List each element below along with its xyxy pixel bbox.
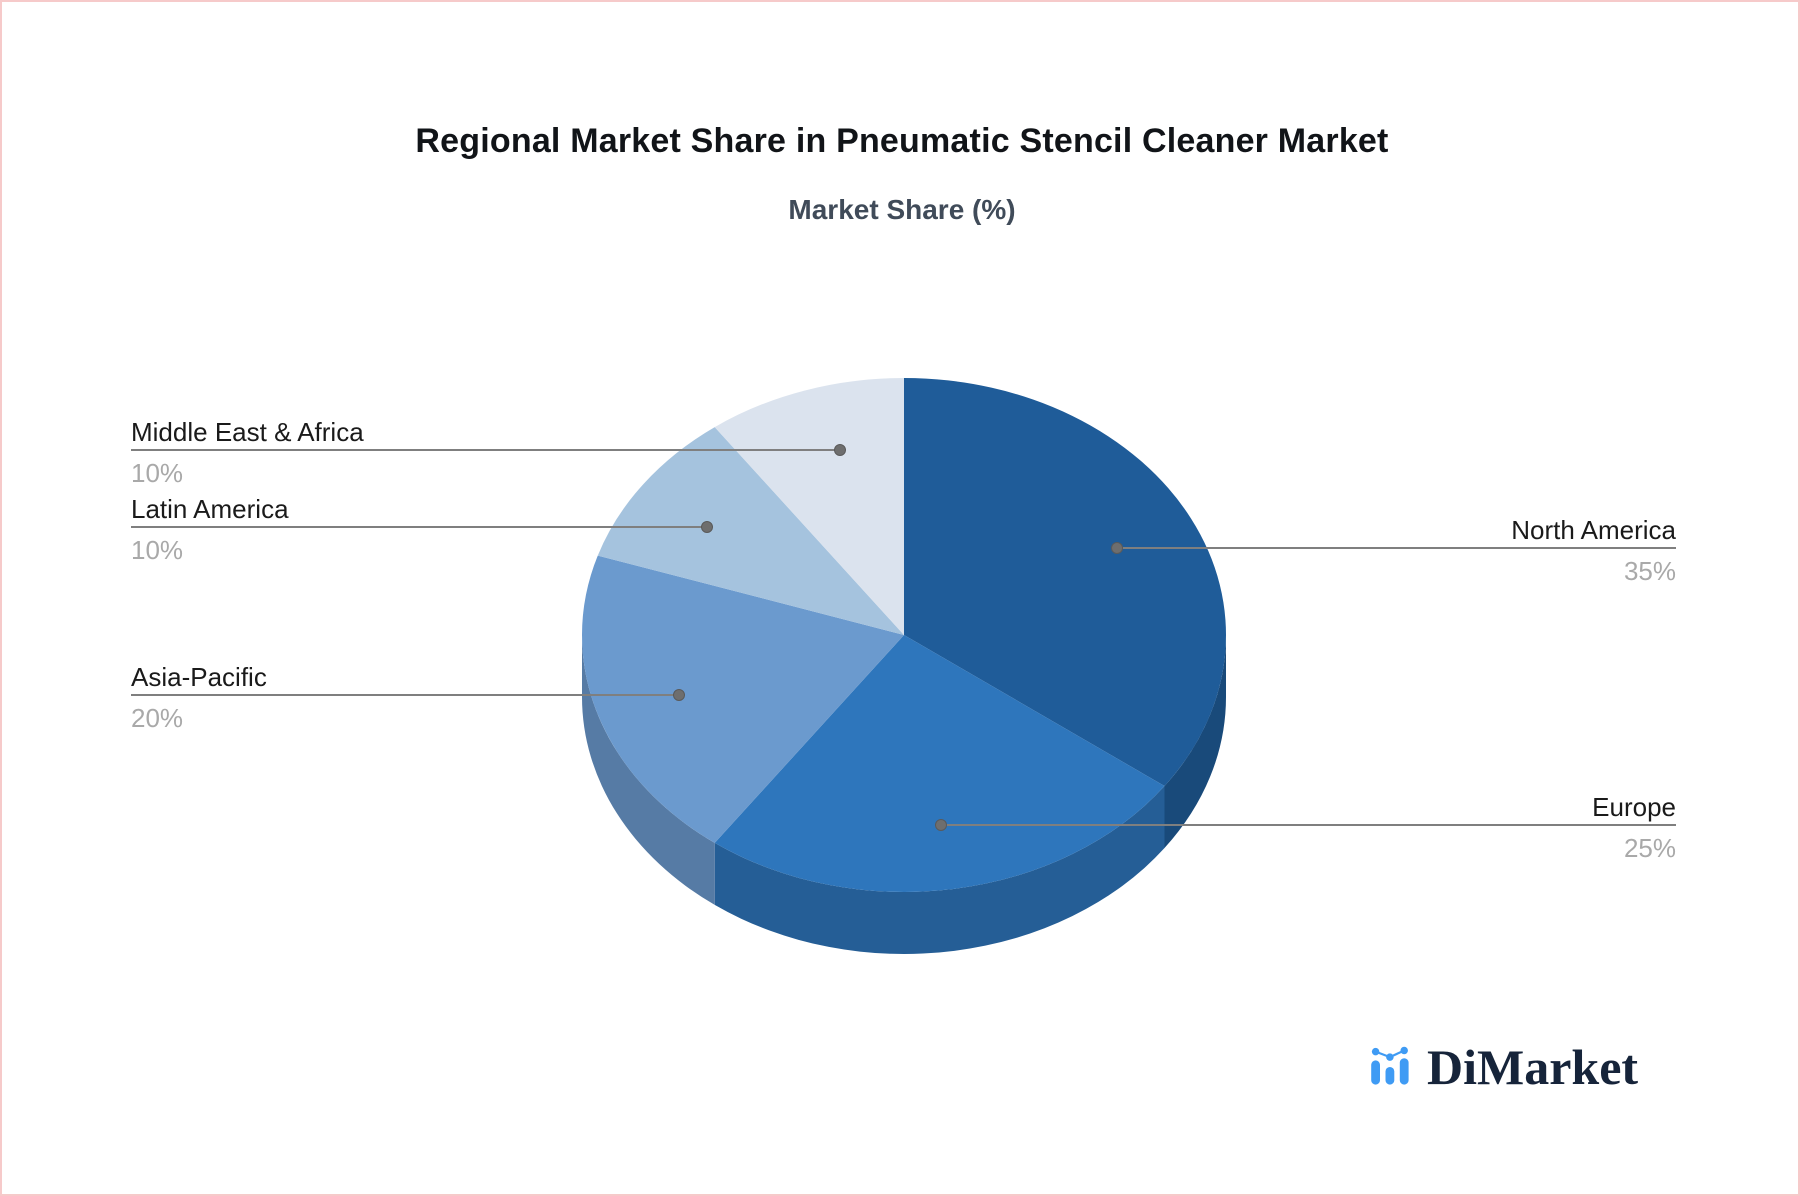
slice-label-2: Asia-Pacific	[131, 662, 267, 692]
slice-label-3: Latin America	[131, 494, 289, 524]
pie-slice-side-2	[582, 635, 715, 905]
pie-slice-0[interactable]	[904, 378, 1226, 787]
leader-dot-0	[1111, 542, 1123, 554]
leader-dot-4	[834, 444, 846, 456]
brand-logo: DiMarket	[1369, 1042, 1638, 1092]
pie-slice-2[interactable]	[582, 555, 904, 843]
leader-dot-2	[673, 689, 685, 701]
slice-pct-1: 25%	[1624, 833, 1676, 863]
slice-pct-3: 10%	[131, 535, 183, 565]
brand-logo-text: DiMarket	[1427, 1039, 1639, 1095]
pie-slice-side-0	[1164, 635, 1226, 849]
chart-title: Regional Market Share in Pneumatic Stenc…	[415, 122, 1389, 160]
pie-slice-side-1	[714, 786, 1165, 954]
slice-label-4: Middle East & Africa	[131, 417, 364, 447]
slice-label-0: North America	[1511, 515, 1676, 545]
pie-slice-4[interactable]	[714, 378, 904, 635]
slice-pct-0: 35%	[1624, 556, 1676, 586]
leader-dot-1	[935, 819, 947, 831]
slice-pct-2: 20%	[131, 703, 183, 733]
slice-label-1: Europe	[1592, 792, 1676, 822]
pie-slice-1[interactable]	[714, 635, 1165, 892]
pie-slice-3[interactable]	[597, 427, 904, 635]
chart-subtitle: Market Share (%)	[788, 194, 1016, 225]
leader-dot-3	[701, 521, 713, 533]
bar-chart-logo-icon	[1369, 1045, 1413, 1089]
slice-pct-4: 10%	[131, 458, 183, 488]
